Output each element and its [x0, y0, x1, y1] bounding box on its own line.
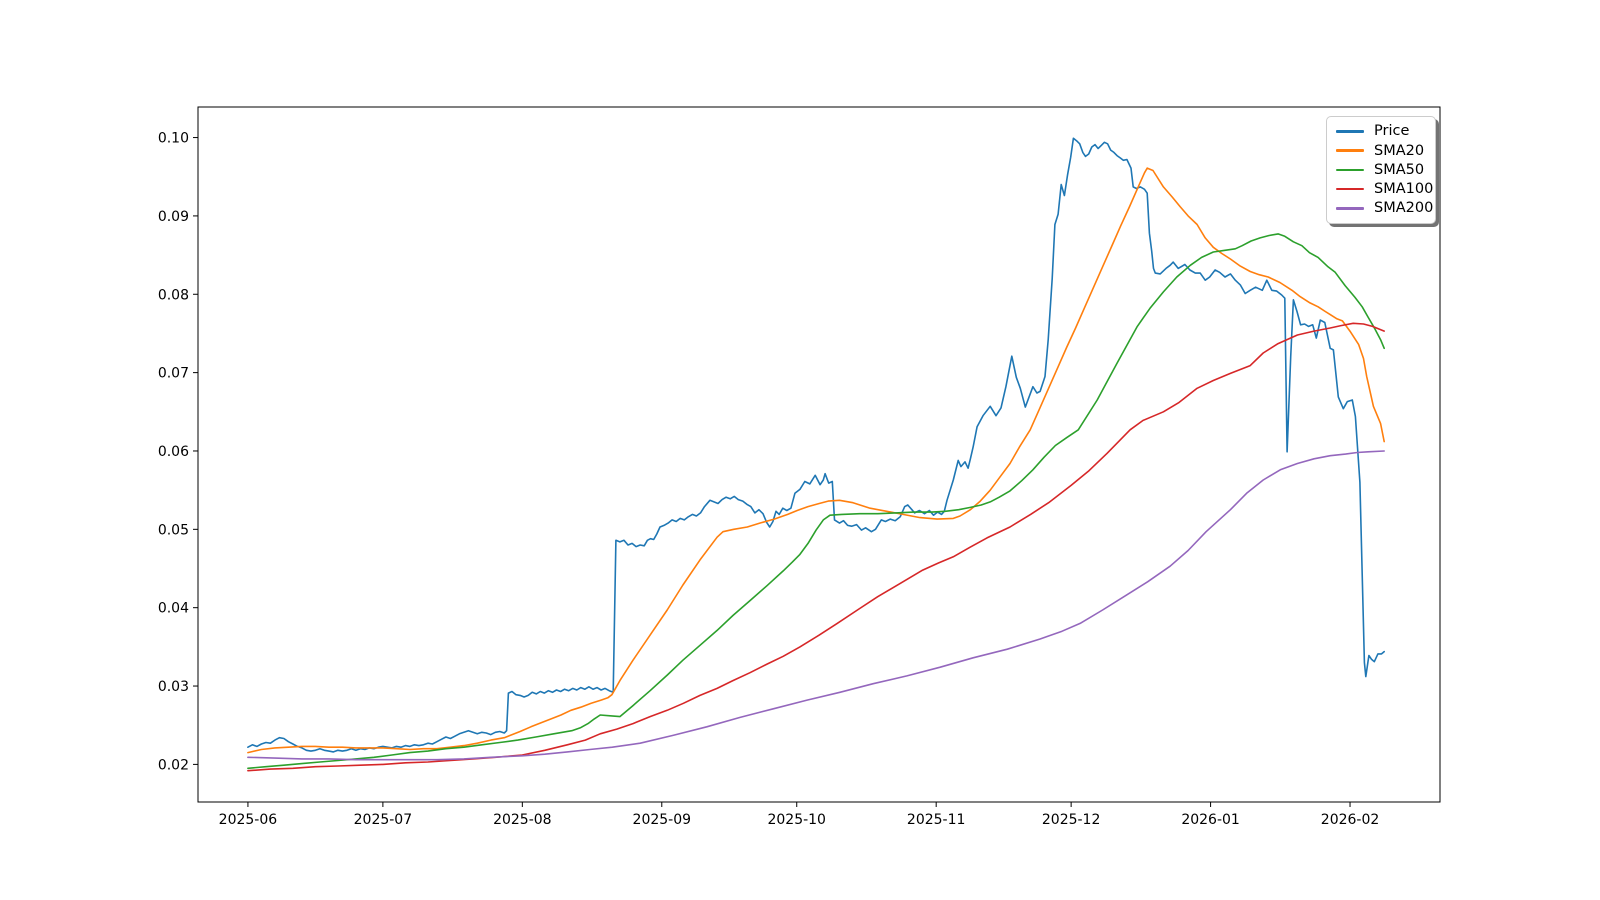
- x-tick-label: 2026-01: [1181, 812, 1240, 828]
- y-tick-label: 0.10: [158, 131, 189, 147]
- legend-label: Price: [1374, 123, 1410, 140]
- plot-border: [197, 106, 1441, 803]
- legend-line-sample: [1336, 187, 1364, 191]
- legend-line-sample: [1336, 130, 1364, 133]
- y-tick-label: 0.03: [158, 679, 189, 695]
- x-tick-label: 2025-12: [1042, 812, 1101, 828]
- legend-line-sample: [1336, 149, 1364, 153]
- legend-item-sma20: SMA20: [1336, 141, 1427, 160]
- legend-item-price: Price: [1336, 122, 1427, 141]
- x-tick-label: 2025-09: [633, 812, 692, 828]
- y-tick-label: 0.09: [158, 209, 189, 225]
- x-tick-label: 2025-07: [354, 812, 413, 828]
- y-tick-label: 0.06: [158, 444, 189, 460]
- legend-item-sma200: SMA200: [1336, 199, 1433, 218]
- series-line-sma50: [247, 233, 1385, 770]
- legend-item-sma50: SMA50: [1336, 160, 1427, 179]
- x-tick-label: 2025-06: [219, 812, 278, 828]
- y-tick-label: 0.05: [158, 522, 189, 538]
- legend-label: SMA20: [1374, 142, 1425, 159]
- series-line-sma20: [247, 167, 1385, 754]
- legend-line-sample: [1336, 207, 1364, 210]
- legend: Price SMA20 SMA50 SMA100 SMA200: [1326, 116, 1436, 224]
- series-line-sma200: [247, 450, 1385, 761]
- legend-label: SMA100: [1374, 180, 1434, 197]
- y-tick-label: 0.02: [158, 757, 189, 773]
- y-tick-label: 0.08: [158, 287, 189, 303]
- x-tick-label: 2026-02: [1321, 812, 1380, 828]
- legend-label: SMA50: [1374, 161, 1425, 178]
- legend-line-sample: [1336, 168, 1364, 172]
- y-tick-label: 0.07: [158, 366, 189, 382]
- legend-item-sma100: SMA100: [1336, 180, 1433, 199]
- x-tick-label: 2025-11: [907, 812, 966, 828]
- x-tick-label: 2025-10: [767, 812, 826, 828]
- legend-label: SMA200: [1374, 200, 1434, 217]
- series-line-price: [247, 137, 1385, 753]
- x-tick-label: 2025-08: [493, 812, 552, 828]
- series-line-sma100: [247, 322, 1385, 772]
- y-tick-label: 0.04: [158, 601, 189, 617]
